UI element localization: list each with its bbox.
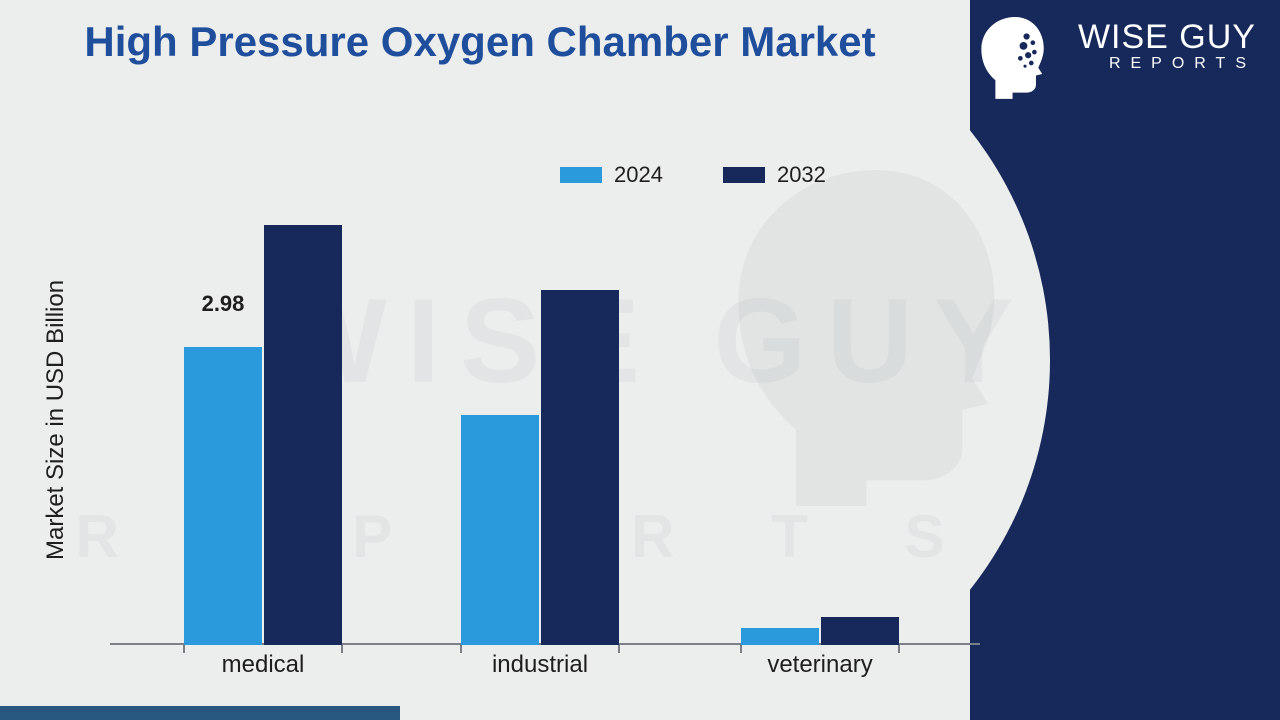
legend-item-2024: 2024 — [560, 162, 663, 188]
legend-item-2032: 2032 — [723, 162, 826, 188]
legend-label-2024: 2024 — [614, 162, 663, 188]
legend-swatch-2024 — [560, 167, 602, 183]
logo-main-text: WISE GUY — [1078, 18, 1256, 57]
bar-value-label: 2.98 — [202, 291, 245, 317]
y-axis-label: Market Size in USD Billion — [42, 280, 70, 560]
legend-swatch-2032 — [723, 167, 765, 183]
plot-area: 2.98medicalindustrialveterinary — [110, 195, 980, 645]
category-label-veterinary: veterinary — [767, 651, 872, 679]
bar-medical-2024 — [184, 347, 262, 645]
brand-logo: WISE GUY REPORTS — [1078, 18, 1256, 73]
chart-canvas: WISE GUY R E P O R T S High Pressure Oxy… — [0, 0, 1280, 720]
bar-medical-2032 — [264, 225, 342, 645]
chart-title: High Pressure Oxygen Chamber Market — [0, 18, 960, 66]
legend-label-2032: 2032 — [777, 162, 826, 188]
bar-industrial-2032 — [541, 290, 619, 645]
logo-sub-text: REPORTS — [1078, 55, 1256, 73]
bar-veterinary-2024 — [741, 628, 819, 645]
footer-stripe — [0, 706, 400, 720]
logo-head-icon — [972, 12, 1050, 100]
legend: 2024 2032 — [560, 162, 826, 188]
bar-industrial-2024 — [461, 415, 539, 645]
category-label-industrial: industrial — [492, 651, 588, 679]
category-label-medical: medical — [222, 651, 305, 679]
bar-veterinary-2032 — [821, 617, 899, 645]
